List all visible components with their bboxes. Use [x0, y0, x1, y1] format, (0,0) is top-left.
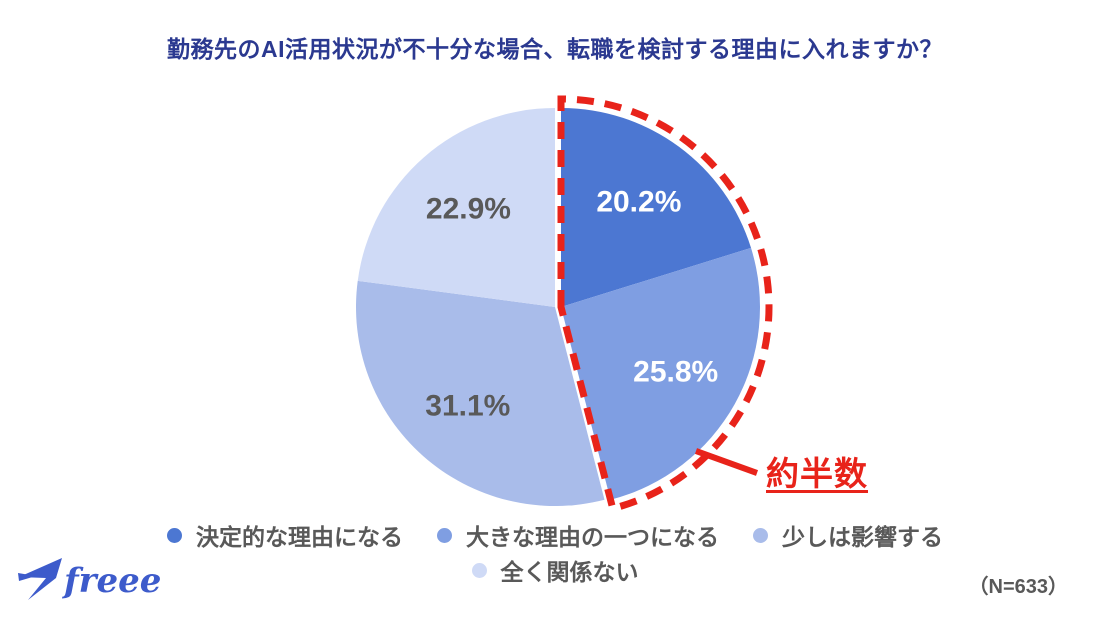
legend-label: 大きな理由の一つになる: [466, 524, 719, 550]
legend-label: 少しは影響する: [782, 524, 943, 550]
legend-label: 決定的な理由になる: [196, 524, 403, 550]
pie-value-label-1: 25.8%: [633, 355, 718, 388]
pie-value-label-3: 22.9%: [426, 193, 511, 226]
highlight-callout-line: [694, 448, 759, 476]
legend-dot-some-influence-icon: [753, 527, 768, 543]
chart-title: 勤務先のAI活用状況が不十分な場合、転職を検討する理由に入れますか？: [167, 36, 943, 62]
legend-item-no-relation: 全く関係ない: [471, 553, 639, 587]
freee-logo: freee: [18, 558, 161, 601]
pie-value-label-0: 20.2%: [596, 186, 681, 219]
pie-slice-2: [355, 280, 605, 506]
swallow-bird-icon: [18, 558, 62, 600]
legend-dot-no-relation-icon: [471, 562, 487, 578]
pie-slice-0: [561, 108, 752, 307]
chart-legend: 決定的な理由になる 大きな理由の一つになる 少しは影響する 全く関係ない: [0, 518, 1110, 587]
legend-dot-decisive-icon: [167, 527, 182, 543]
pie-slices: [355, 108, 760, 506]
legend-row-1: 決定的な理由になる 大きな理由の一つになる 少しは影響する: [167, 518, 943, 552]
pie-slice-3: [357, 108, 555, 307]
highlight-dashed-outline: [557, 95, 773, 513]
legend-item-some-influence: 少しは影響する: [753, 518, 943, 552]
pie-slice-1: [561, 247, 760, 500]
legend-item-major-reason: 大きな理由の一つになる: [437, 518, 719, 552]
highlight-annotation: 約半数: [766, 455, 868, 492]
logo-text: freee: [62, 561, 161, 601]
legend-dot-major-reason-icon: [437, 527, 452, 543]
pie-value-labels: 20.2% 25.8% 31.1% 22.9%: [425, 186, 718, 423]
legend-row-2: 全く関係ない: [471, 553, 639, 587]
legend-item-decisive: 決定的な理由になる: [167, 518, 403, 552]
pie-value-label-2: 31.1%: [425, 390, 510, 423]
legend-label: 全く関係ない: [500, 559, 639, 585]
sample-size-note: （N=633）: [968, 576, 1069, 598]
